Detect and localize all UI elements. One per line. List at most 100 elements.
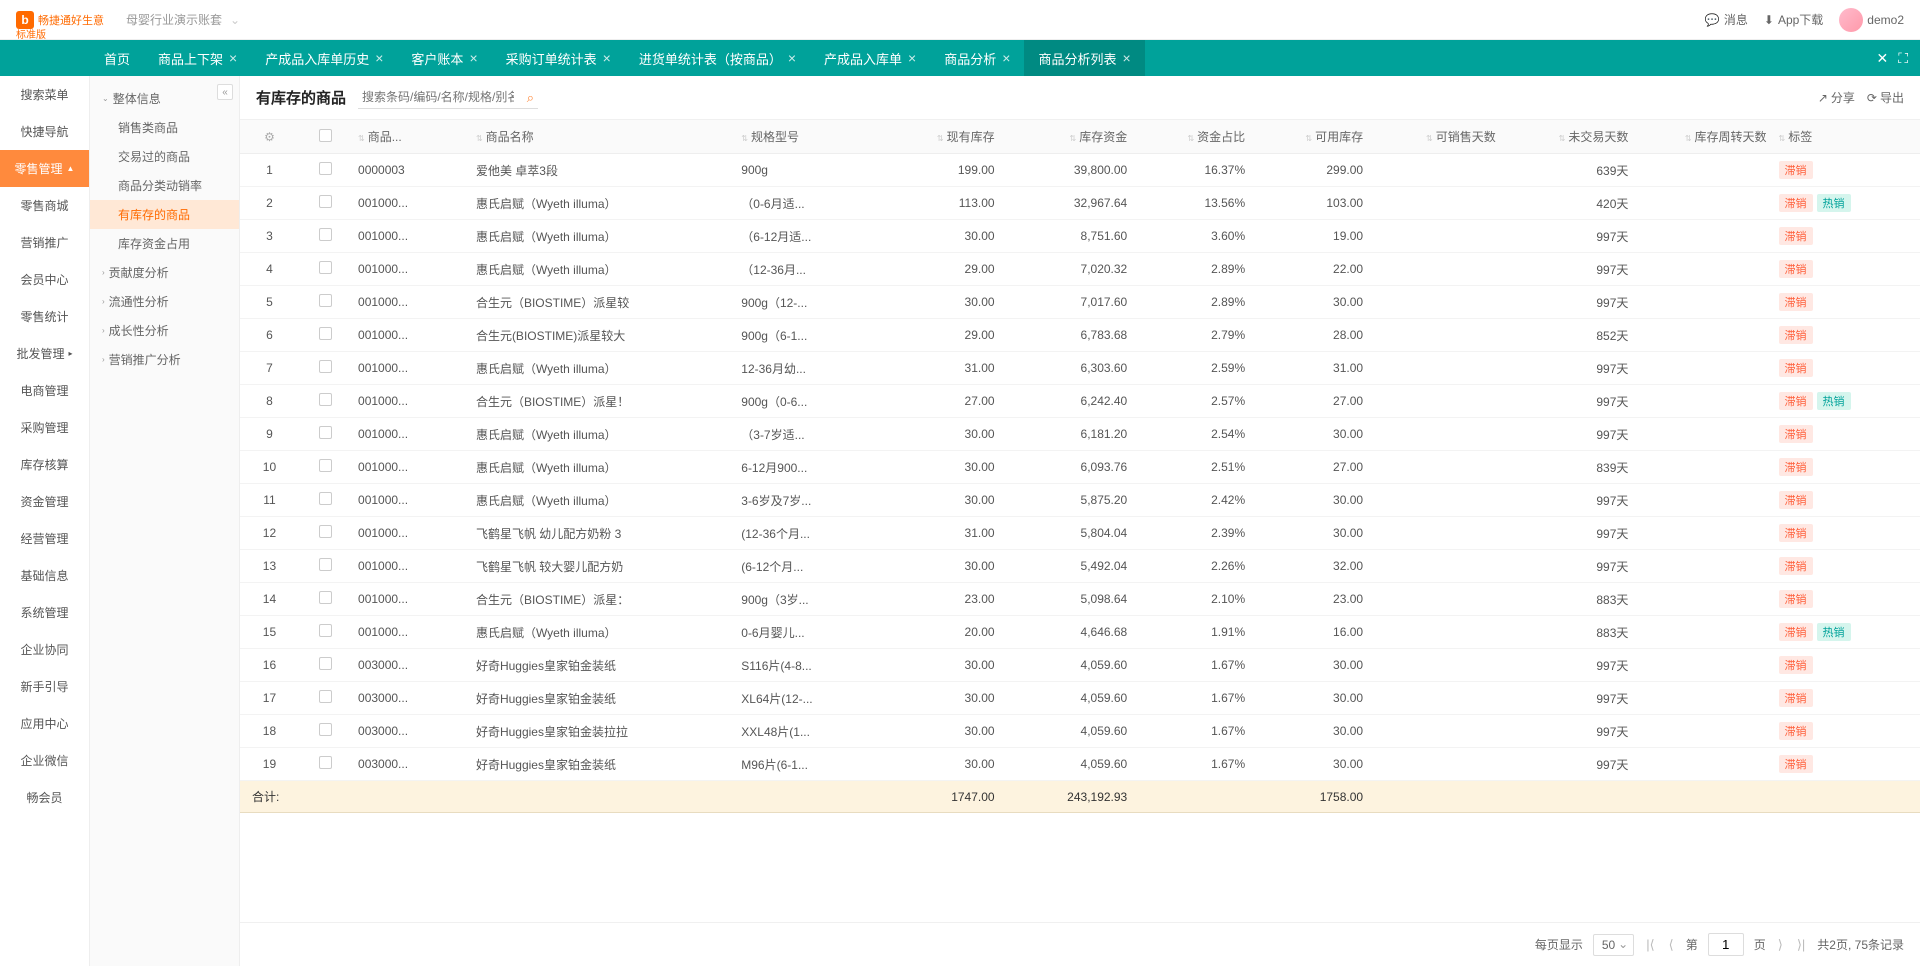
column-percent[interactable]: ⇅资金占比 [1133, 120, 1251, 154]
last-page-button[interactable]: ⟩| [1795, 937, 1807, 953]
search-input[interactable] [358, 86, 538, 109]
nav-sub-item[interactable]: 销售类商品 [90, 113, 239, 142]
row-checkbox[interactable] [319, 723, 332, 736]
column-saledays[interactable]: ⇅可销售天数 [1369, 120, 1502, 154]
sidebar-item[interactable]: 电商管理 [0, 372, 89, 409]
messages-link[interactable]: 💬 消息 [1705, 11, 1748, 28]
sidebar-item[interactable]: 资金管理 [0, 483, 89, 520]
sidebar-item[interactable]: 经营管理 [0, 520, 89, 557]
tab[interactable]: 进货单统计表（按商品）× [625, 40, 810, 76]
sidebar-item[interactable]: 系统管理 [0, 594, 89, 631]
nav-group[interactable]: ›流通性分析 [90, 287, 239, 316]
row-checkbox[interactable] [319, 756, 332, 769]
close-icon[interactable]: × [1002, 50, 1010, 66]
nav-sub-item[interactable]: 商品分类动销率 [90, 171, 239, 200]
sidebar-item[interactable]: 应用中心 [0, 705, 89, 742]
row-checkbox[interactable] [319, 558, 332, 571]
tab[interactable]: 客户账本× [397, 40, 491, 76]
sidebar-item[interactable]: 营销推广 [0, 224, 89, 261]
table-row[interactable]: 10001000...惠氏启赋（Wyeth illuma）6-12月900...… [240, 451, 1920, 484]
row-checkbox[interactable] [319, 525, 332, 538]
tab[interactable]: 商品上下架× [144, 40, 251, 76]
tab[interactable]: 产成品入库单历史× [251, 40, 397, 76]
column-turnover[interactable]: ⇅库存周转天数 [1634, 120, 1772, 154]
row-checkbox[interactable] [319, 294, 332, 307]
prev-page-button[interactable]: ⟨ [1667, 937, 1676, 953]
table-row[interactable]: 7001000...惠氏启赋（Wyeth illuma）12-36月幼...31… [240, 352, 1920, 385]
close-icon[interactable]: × [908, 50, 916, 66]
nav-sub-item[interactable]: 交易过的商品 [90, 142, 239, 171]
page-input[interactable] [1708, 933, 1744, 956]
column-available[interactable]: ⇅可用库存 [1251, 120, 1369, 154]
table-row[interactable]: 16003000...好奇Huggies皇家铂金装纸S116片(4-8...30… [240, 649, 1920, 682]
row-checkbox[interactable] [319, 195, 332, 208]
column-stock[interactable]: ⇅现有库存 [883, 120, 1001, 154]
checkbox-all[interactable] [319, 129, 332, 142]
row-checkbox[interactable] [319, 492, 332, 505]
column-name[interactable]: ⇅商品名称 [470, 120, 735, 154]
next-page-button[interactable]: ⟩ [1776, 937, 1785, 953]
table-row[interactable]: 12001000...飞鹤星飞帆 幼儿配方奶粉 3(12-36个月...31.0… [240, 517, 1920, 550]
table-row[interactable]: 4001000...惠氏启赋（Wyeth illuma）（12-36月...29… [240, 253, 1920, 286]
share-button[interactable]: ↗ 分享 [1818, 89, 1855, 106]
sidebar-item[interactable]: 零售商城 [0, 187, 89, 224]
column-fund[interactable]: ⇅库存资金 [1001, 120, 1134, 154]
row-checkbox[interactable] [319, 261, 332, 274]
row-checkbox[interactable] [319, 162, 332, 175]
row-checkbox[interactable] [319, 228, 332, 241]
table-row[interactable]: 6001000...合生元(BIOSTIME)派星较大900g（6-1...29… [240, 319, 1920, 352]
table-row[interactable]: 14001000...合生元（BIOSTIME）派星：900g（3岁...23.… [240, 583, 1920, 616]
close-icon[interactable]: × [788, 50, 796, 66]
nav-group[interactable]: ›成长性分析 [90, 316, 239, 345]
first-page-button[interactable]: |⟨ [1644, 937, 1656, 953]
sidebar-item[interactable]: 采购管理 [0, 409, 89, 446]
close-icon[interactable]: × [229, 50, 237, 66]
collapse-nav-button[interactable]: « [217, 84, 233, 100]
row-checkbox[interactable] [319, 393, 332, 406]
sidebar-item[interactable]: 批发管理▸ [0, 335, 89, 372]
tab[interactable]: 首页 [90, 40, 144, 76]
close-icon[interactable]: × [1122, 50, 1130, 66]
row-checkbox[interactable] [319, 591, 332, 604]
close-all-tabs-icon[interactable]: ✕ [1876, 50, 1888, 67]
export-button[interactable]: ⟳ 导出 [1867, 89, 1904, 106]
row-checkbox[interactable] [319, 426, 332, 439]
sidebar-item[interactable]: 企业协同 [0, 631, 89, 668]
fullscreen-icon[interactable]: ⛶ [1898, 50, 1908, 67]
user-menu[interactable]: demo2 [1839, 8, 1904, 32]
column-spec[interactable]: ⇅规格型号 [735, 120, 882, 154]
column-notrade[interactable]: ⇅未交易天数 [1502, 120, 1635, 154]
search-icon[interactable]: ⌕ [527, 90, 534, 106]
column-tags[interactable]: ⇅标签 [1773, 120, 1920, 154]
sidebar-item[interactable]: 快捷导航 [0, 113, 89, 150]
nav-group[interactable]: ›贡献度分析 [90, 258, 239, 287]
close-icon[interactable]: × [603, 50, 611, 66]
close-icon[interactable]: × [469, 50, 477, 66]
column-settings[interactable]: ⚙ [240, 120, 299, 154]
table-row[interactable]: 2001000...惠氏启赋（Wyeth illuma）（0-6月适...113… [240, 187, 1920, 220]
row-checkbox[interactable] [319, 690, 332, 703]
tab[interactable]: 产成品入库单× [810, 40, 930, 76]
table-row[interactable]: 19003000...好奇Huggies皇家铂金装纸M96片(6-1...30.… [240, 748, 1920, 781]
sidebar-item[interactable]: 会员中心 [0, 261, 89, 298]
tab[interactable]: 采购订单统计表× [492, 40, 625, 76]
table-container[interactable]: ⚙ ⇅商品... ⇅商品名称 ⇅规格型号 ⇅现有库存 ⇅库存资金 ⇅资金占比 ⇅… [240, 120, 1920, 922]
sidebar-item[interactable]: 畅会员 [0, 779, 89, 816]
tab[interactable]: 商品分析× [930, 40, 1024, 76]
sidebar-item[interactable]: 库存核算 [0, 446, 89, 483]
per-page-select[interactable]: 50 [1593, 934, 1634, 956]
column-checkbox-all[interactable] [299, 120, 352, 154]
sidebar-item[interactable]: 零售统计 [0, 298, 89, 335]
column-code[interactable]: ⇅商品... [352, 120, 470, 154]
tab[interactable]: 商品分析列表× [1024, 40, 1144, 76]
table-row[interactable]: 5001000...合生元（BIOSTIME）派星较900g（12-...30.… [240, 286, 1920, 319]
close-icon[interactable]: × [375, 50, 383, 66]
table-row[interactable]: 3001000...惠氏启赋（Wyeth illuma）（6-12月适...30… [240, 220, 1920, 253]
row-checkbox[interactable] [319, 657, 332, 670]
nav-sub-item[interactable]: 有库存的商品 [90, 200, 239, 229]
table-row[interactable]: 8001000...合生元（BIOSTIME）派星！900g（0-6...27.… [240, 385, 1920, 418]
row-checkbox[interactable] [319, 360, 332, 373]
account-selector[interactable]: 母婴行业演示账套 ⌄ [126, 11, 240, 28]
table-row[interactable]: 18003000...好奇Huggies皇家铂金装拉拉XXL48片(1...30… [240, 715, 1920, 748]
sidebar-item[interactable]: 零售管理▲ [0, 150, 89, 187]
